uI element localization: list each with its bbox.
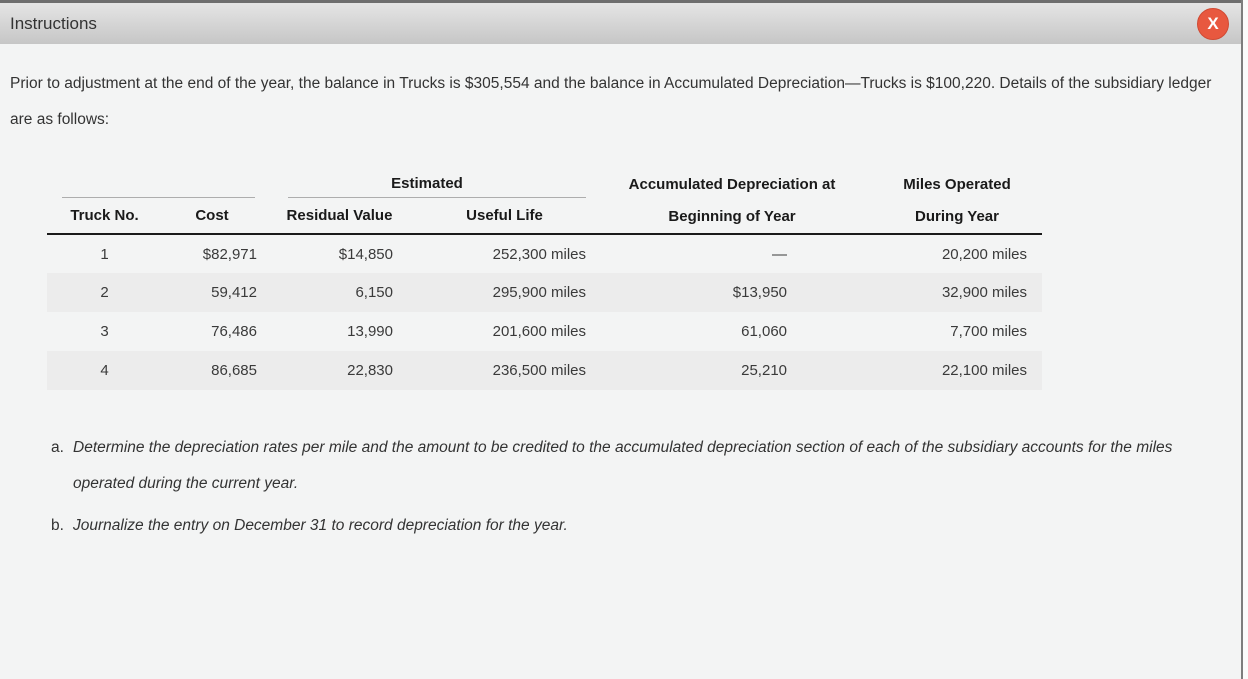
table-row: 4 86,685 22,830 236,500 miles 25,210 22,… [47,351,1043,390]
column-header-miles-operated: Miles Operated During Year [872,168,1043,235]
column-header-useful-life: Useful Life [417,198,593,235]
cell-cost: 59,412 [211,284,257,301]
cell-useful-life: 295,900 miles [492,284,587,301]
group-underline [288,197,587,198]
task-text-a: Determine the depreciation rates per mil… [73,439,1173,492]
column-header-accumulated-depreciation: Accumulated Depreciation at Beginning of… [592,168,873,235]
table-group-header-row: Estimated Accumulated Depreciation at Be… [47,168,1043,235]
column-header-cost: Cost [162,198,262,235]
cell-accumulated-depreciation: — [772,245,788,263]
cell-cost: 86,685 [211,362,257,379]
cell-truck-no: 4 [100,362,109,379]
cell-cost: 76,486 [211,323,257,340]
cell-miles-operated: 22,100 miles [941,362,1028,379]
cell-cost: $82,971 [202,245,257,263]
subsidiary-ledger-table: Estimated Accumulated Depreciation at Be… [47,168,1043,390]
cell-residual-value: 22,830 [347,362,393,379]
table-row: 3 76,486 13,990 201,600 miles 61,060 7,7… [47,312,1042,351]
cell-accumulated-depreciation: $13,950 [732,284,788,301]
table-row: 2 59,412 6,150 295,900 miles $13,950 32,… [47,273,1043,312]
task-text-b: Journalize the entry on December 31 to r… [73,517,568,534]
group-underline [62,197,255,198]
group-header-estimated: Estimated [262,168,592,198]
close-button[interactable]: X [1197,7,1229,40]
cell-truck-no: 1 [100,245,109,263]
cell-truck-no: 3 [100,323,109,340]
cell-useful-life: 252,300 miles [492,245,587,263]
task-label-a: a. [51,439,64,456]
titlebar: Instructions X [0,0,1241,44]
task-list: a. Determine the depreciation rates per … [51,430,1231,544]
column-header-residual-value: Residual Value [262,198,417,235]
list-item: a. Determine the depreciation rates per … [51,430,1231,502]
cell-residual-value: $14,850 [338,245,393,263]
table-header-row: Truck No. Cost Residual Value Useful Lif… [47,198,1042,235]
cell-accumulated-depreciation: 61,060 [741,323,788,340]
cell-miles-operated: 20,200 miles [941,245,1028,263]
task-label-b: b. [51,517,64,534]
cell-truck-no: 2 [100,284,109,301]
cell-residual-value: 6,150 [355,284,393,301]
panel-content: Prior to adjustment at the end of the ye… [0,44,1241,544]
cell-useful-life: 201,600 miles [492,323,587,340]
list-item: b. Journalize the entry on December 31 t… [51,508,1231,544]
close-icon: X [1207,14,1219,33]
group-header-blank [47,168,262,198]
column-header-truck-no: Truck No. [47,198,162,235]
cell-miles-operated: 7,700 miles [950,323,1028,340]
table-row: 1 $82,971 $14,850 252,300 miles — 20,200… [47,234,1042,273]
intro-paragraph: Prior to adjustment at the end of the ye… [10,75,1212,128]
cell-useful-life: 236,500 miles [492,362,587,379]
cell-accumulated-depreciation: 25,210 [741,362,788,379]
panel-title: Instructions [10,13,97,33]
cell-residual-value: 13,990 [347,323,393,340]
cell-miles-operated: 32,900 miles [941,284,1028,301]
